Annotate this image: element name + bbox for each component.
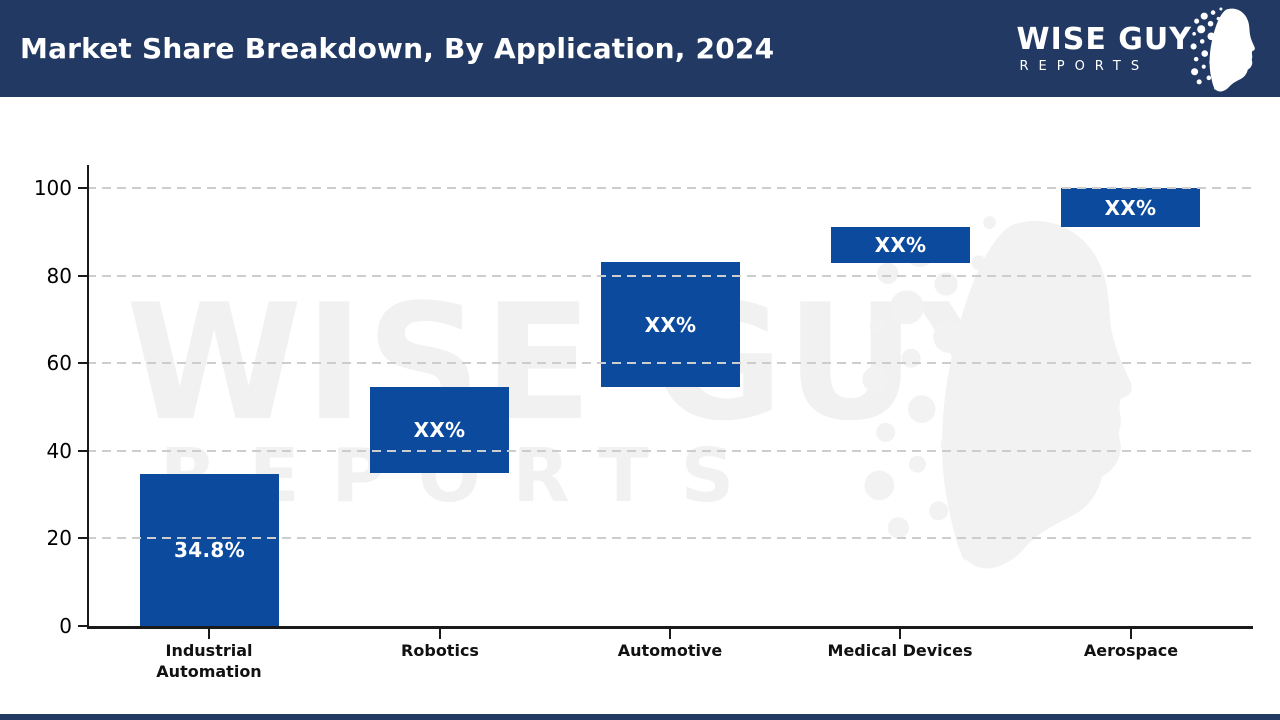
y-tick-mark-0 <box>78 625 87 627</box>
logo-wordmark: WISE GUY <box>1016 22 1192 57</box>
y-axis-line <box>87 165 89 629</box>
x-axis-label-line: Robotics <box>401 641 479 660</box>
bar-value-label-automotive: XX% <box>644 312 697 337</box>
x-axis-label-line: Automotive <box>617 641 723 660</box>
footer-bar <box>0 714 1280 720</box>
bar-value-label-industrial-automation: 34.8% <box>174 538 245 562</box>
x-axis-label-line: Aerospace <box>1083 641 1179 660</box>
gridline-80 <box>87 274 1253 277</box>
y-tick-mark-40 <box>78 449 87 452</box>
y-tick-label-0: 0 <box>59 614 72 638</box>
x-axis-label-industrial-automation: Industrial Automation <box>94 640 324 682</box>
x-tick-mark-aerospace <box>1130 629 1132 639</box>
x-axis-label-line: Industrial <box>165 641 253 660</box>
y-tick-label-60: 60 <box>46 351 72 376</box>
x-axis-label-robotics: Robotics <box>325 640 555 661</box>
y-tick-label-20: 20 <box>46 526 72 551</box>
bar-value-label-aerospace: XX% <box>1104 195 1157 220</box>
bar-aerospace: XX% <box>1061 188 1200 227</box>
gridline-100 <box>87 187 1253 189</box>
x-tick-mark-medical-devices <box>899 629 901 639</box>
logo-wordmark-block: WISE GUY REPORTS <box>1016 22 1192 74</box>
bar-automotive: XX% <box>601 262 740 387</box>
y-tick-mark-20 <box>78 537 87 540</box>
x-axis-label-line: Medical Devices <box>827 641 973 660</box>
x-axis-line <box>87 626 1253 629</box>
y-tick-mark-60 <box>78 362 87 365</box>
x-axis-label-medical-devices: Medical Devices <box>785 640 1015 661</box>
logo-head-icon <box>1186 6 1268 92</box>
chart-title: Market Share Breakdown, By Application, … <box>20 32 775 65</box>
wise-guy-reports-logo: WISE GUY REPORTS <box>1016 5 1268 93</box>
bar-value-label-medical-devices: XX% <box>874 233 927 257</box>
bar-robotics: XX% <box>370 387 509 473</box>
y-tick-mark-100 <box>78 187 87 189</box>
x-axis-label-automotive: Automotive <box>555 640 785 661</box>
bar-value-label-robotics: XX% <box>413 418 466 442</box>
x-tick-mark-automotive <box>669 629 671 639</box>
y-tick-label-100: 100 <box>33 176 72 200</box>
y-tick-mark-80 <box>78 274 87 277</box>
x-tick-mark-robotics <box>439 629 441 639</box>
y-tick-label-80: 80 <box>46 263 72 288</box>
gridline-60 <box>87 362 1253 365</box>
x-tick-mark-industrial-automation <box>208 629 210 639</box>
bar-medical-devices: XX% <box>831 227 970 263</box>
gridline-40 <box>87 449 1253 452</box>
gridline-20 <box>87 537 1253 540</box>
bar-industrial-automation: 34.8% <box>140 474 279 626</box>
logo-subtitle: REPORTS <box>1019 59 1150 74</box>
chart-plot-region: WISE GUY REPORTS 0 20 40 60 80 100 34.8% Indust… <box>0 97 1280 714</box>
header-bar: Market Share Breakdown, By Application, … <box>0 0 1280 97</box>
x-axis-label-aerospace: Aerospace <box>1016 640 1246 661</box>
y-tick-label-40: 40 <box>46 438 72 463</box>
x-axis-label-line: Automation <box>156 662 262 681</box>
